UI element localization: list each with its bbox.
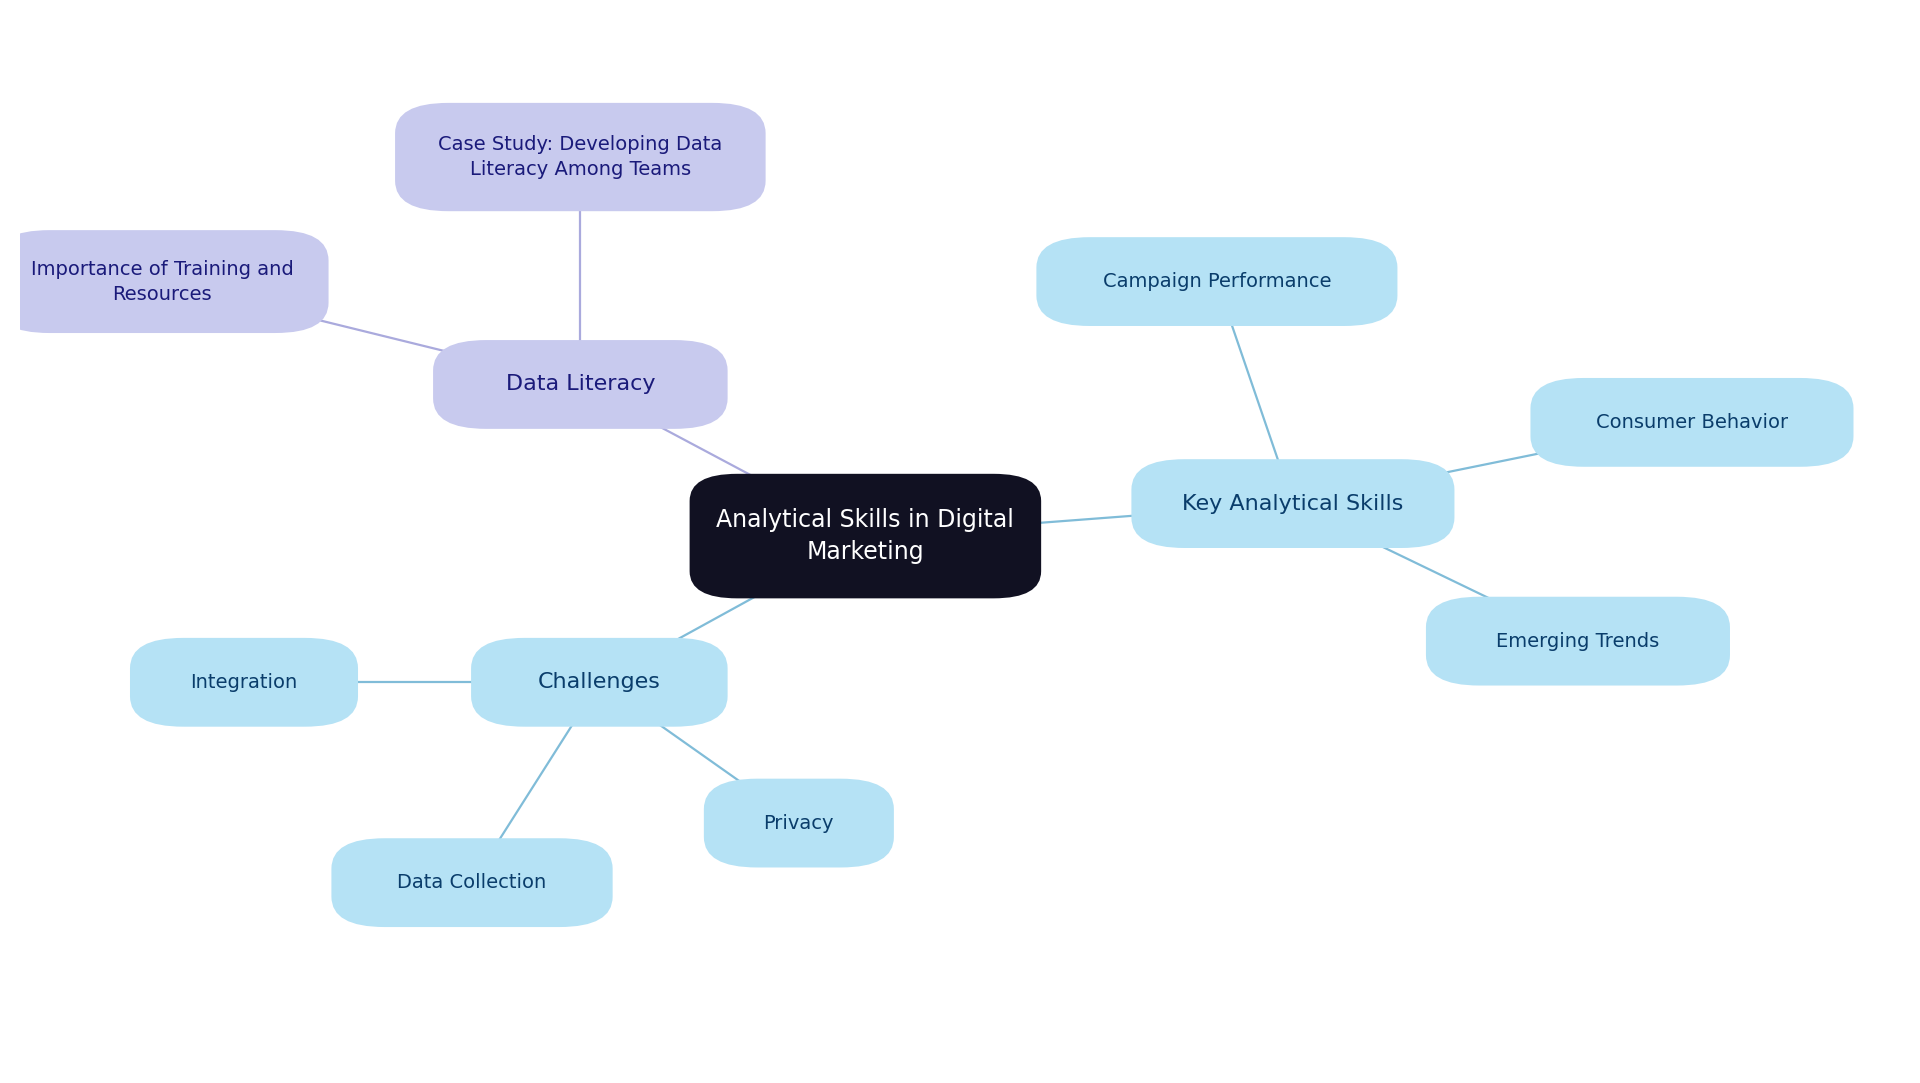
Text: Campaign Performance: Campaign Performance	[1102, 272, 1331, 291]
FancyBboxPatch shape	[131, 638, 357, 727]
Text: Data Collection: Data Collection	[397, 873, 547, 892]
FancyBboxPatch shape	[332, 838, 612, 927]
Text: Importance of Training and
Resources: Importance of Training and Resources	[31, 260, 294, 303]
FancyBboxPatch shape	[689, 474, 1041, 598]
Text: Integration: Integration	[190, 673, 298, 692]
Text: Analytical Skills in Digital
Marketing: Analytical Skills in Digital Marketing	[716, 508, 1014, 564]
Text: Case Study: Developing Data
Literacy Among Teams: Case Study: Developing Data Literacy Amo…	[438, 135, 722, 179]
FancyBboxPatch shape	[1530, 378, 1853, 467]
FancyBboxPatch shape	[705, 779, 895, 867]
Text: Emerging Trends: Emerging Trends	[1496, 631, 1659, 651]
Text: Challenges: Challenges	[538, 673, 660, 692]
FancyBboxPatch shape	[0, 231, 328, 334]
FancyBboxPatch shape	[1427, 597, 1730, 686]
FancyBboxPatch shape	[434, 340, 728, 429]
Text: Key Analytical Skills: Key Analytical Skills	[1183, 494, 1404, 513]
FancyBboxPatch shape	[396, 103, 766, 211]
Text: Consumer Behavior: Consumer Behavior	[1596, 413, 1788, 432]
Text: Data Literacy: Data Literacy	[505, 375, 655, 394]
FancyBboxPatch shape	[470, 638, 728, 727]
FancyBboxPatch shape	[1037, 237, 1398, 326]
Text: Privacy: Privacy	[764, 813, 833, 833]
FancyBboxPatch shape	[1131, 459, 1455, 548]
